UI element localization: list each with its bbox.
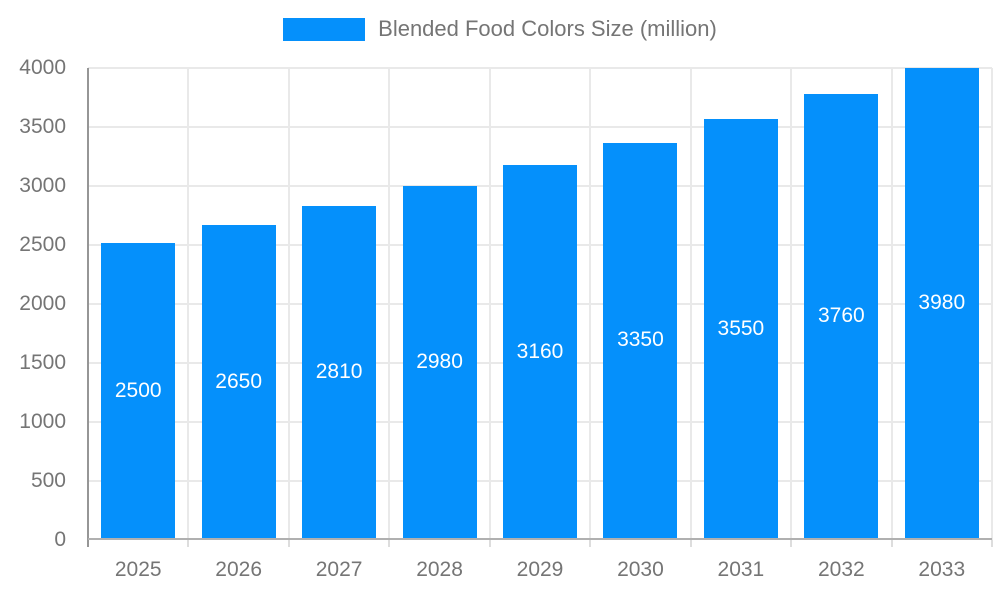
y-tick-label: 2500	[19, 233, 66, 256]
x-tick-label: 2028	[416, 558, 463, 581]
gridline-vertical	[790, 68, 793, 540]
x-tick-label: 2026	[215, 558, 263, 581]
x-tick-label: 2033	[918, 558, 966, 581]
bar-value-label: 2650	[215, 369, 263, 393]
legend-swatch-icon	[283, 17, 366, 41]
bar-2026[interactable]: 2650	[201, 225, 276, 538]
x-tick-label: 2025	[114, 558, 162, 581]
x-tick-label: 2031	[717, 558, 765, 581]
x-axis-tick	[991, 540, 993, 547]
x-axis-tick	[589, 540, 592, 547]
bar-value-label: 2810	[315, 360, 363, 384]
x-axis-baseline	[88, 538, 992, 540]
bar-value-label: 3760	[817, 304, 865, 328]
legend-label: Blended Food Colors Size (million)	[378, 16, 717, 41]
x-axis-tick	[689, 540, 692, 547]
bar-value-label: 3160	[516, 339, 564, 363]
bar-2033[interactable]: 3980	[904, 68, 979, 538]
y-tick-label: 1500	[19, 351, 66, 374]
x-axis-tick	[388, 540, 391, 547]
x-axis-tick	[488, 540, 491, 547]
bar-value-label: 2980	[416, 350, 463, 374]
bar-2032[interactable]: 3760	[804, 94, 879, 538]
bar-value-label: 3550	[717, 316, 765, 340]
x-tick-label: 2029	[516, 558, 564, 581]
gridline-vertical	[287, 68, 290, 540]
y-tick-label: 3500	[19, 115, 66, 138]
gridline-vertical	[991, 68, 993, 540]
y-tick-label: 2000	[19, 292, 66, 315]
bar-value-label: 3350	[617, 328, 664, 352]
gridline-horizontal	[88, 67, 992, 69]
bar-2027[interactable]: 2810	[302, 206, 377, 538]
gridline-vertical	[689, 68, 692, 540]
bar-value-label: 2500	[114, 378, 162, 402]
gridline-vertical	[589, 68, 592, 540]
x-axis-tick	[187, 540, 190, 547]
y-tick-label: 1000	[19, 410, 66, 433]
bar-2031[interactable]: 3550	[703, 119, 778, 538]
y-tick-label: 3000	[19, 174, 66, 197]
y-axis-line	[87, 68, 89, 547]
bar-2029[interactable]: 3160	[503, 165, 577, 538]
gridline-vertical	[890, 68, 893, 540]
x-axis-tick	[890, 540, 893, 547]
x-axis-tick	[287, 540, 290, 547]
gridline-vertical	[187, 68, 190, 540]
bar-2028[interactable]: 2980	[402, 186, 477, 538]
y-tick-label: 4000	[19, 56, 66, 79]
gridline-horizontal	[88, 126, 992, 128]
y-axis-labels: 0 500 1000 1500 2000 2500 3000 3500 4000	[0, 56, 66, 551]
legend-item[interactable]: Blended Food Colors Size (million)	[283, 16, 717, 42]
x-tick-label: 2032	[817, 558, 865, 581]
y-tick-label: 500	[30, 469, 66, 492]
x-tick-label: 2030	[617, 558, 664, 581]
gridline-vertical	[488, 68, 491, 540]
plot-area: 2500 2650 2810 2980 3160 3350 3550 3760 3980	[87, 67, 993, 547]
bar-2030[interactable]: 3350	[603, 142, 678, 538]
x-axis-tick	[790, 540, 793, 547]
y-tick-label: 0	[54, 528, 66, 551]
legend: Blended Food Colors Size (million)	[0, 16, 1000, 42]
x-tick-label: 2027	[315, 558, 363, 581]
bar-value-label: 3980	[918, 291, 966, 315]
gridline-vertical	[388, 68, 391, 540]
x-axis-labels: 2025 2026 2027 2028 2029 2030 2031 2032 2033	[88, 558, 992, 588]
bar-2025[interactable]: 2500	[101, 243, 176, 538]
